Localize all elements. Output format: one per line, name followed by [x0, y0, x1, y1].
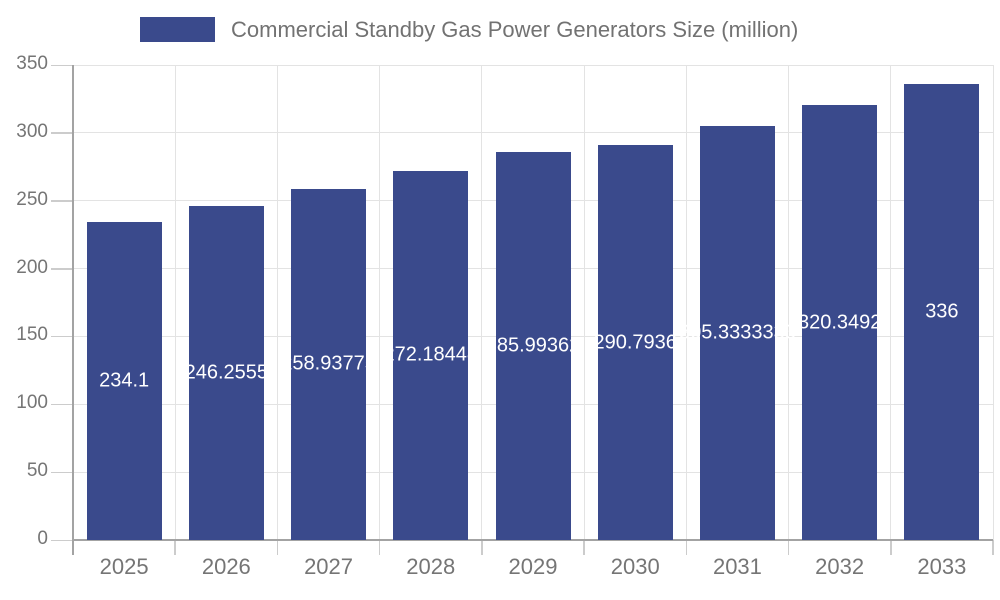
- y-tick-label: 300: [16, 120, 48, 142]
- bar-2029[interactable]: [495, 151, 571, 540]
- bar-value-label: 258.93775: [281, 352, 376, 375]
- x-tick-label: 2028: [406, 554, 456, 579]
- gridline-vertical: [788, 65, 790, 540]
- bar-value-label: 234.1: [99, 369, 150, 392]
- bar-2030[interactable]: [597, 145, 673, 540]
- y-axis-tick: [51, 471, 73, 474]
- x-tick-label: 2033: [917, 554, 967, 579]
- y-axis-tick: [51, 132, 73, 134]
- bar-2025[interactable]: [86, 222, 162, 540]
- x-tick-label: 2032: [815, 554, 865, 579]
- bar-value-label: 336: [925, 300, 959, 323]
- gridline-vertical: [890, 65, 892, 540]
- bar-2026[interactable]: [188, 205, 264, 540]
- x-axis-tick: [378, 540, 381, 555]
- gridline-vertical: [379, 65, 381, 540]
- gridline-horizontal: [73, 132, 993, 134]
- y-tick-label: 350: [16, 53, 48, 74]
- y-tick-label: 150: [16, 324, 48, 346]
- y-tick-label: 200: [16, 256, 48, 278]
- gridline-vertical: [174, 65, 176, 540]
- x-tick-label: 2029: [508, 554, 558, 579]
- y-tick-label: 50: [26, 460, 48, 482]
- y-tick-label: 250: [16, 188, 48, 210]
- x-tick-label: 2031: [712, 554, 762, 579]
- chart-legend[interactable]: Commercial Standby Gas Power Generators …: [140, 17, 798, 42]
- y-axis-tick: [51, 335, 73, 338]
- bar-value-label: 320.3492: [797, 311, 882, 334]
- x-tick-label: 2026: [201, 554, 251, 579]
- bar-value-label: 272.18448: [383, 343, 479, 366]
- gridline-horizontal: [73, 64, 993, 66]
- y-axis-tick: [51, 64, 73, 66]
- bar-2032[interactable]: [802, 105, 878, 540]
- x-axis-tick: [787, 540, 790, 555]
- y-axis-line: [72, 65, 74, 555]
- y-axis-tick: [51, 200, 73, 202]
- bar-value-label: 246.2555: [184, 361, 269, 384]
- bar-value-label: 305.3333333: [679, 321, 796, 344]
- y-axis-tick: [51, 539, 73, 541]
- gridline-vertical: [276, 65, 278, 540]
- y-tick-label: 100: [16, 392, 48, 414]
- bar-value-label: 290.7936: [593, 331, 677, 354]
- bar-2028[interactable]: [393, 170, 469, 540]
- x-axis-tick: [583, 540, 585, 555]
- bar-2031[interactable]: [699, 125, 775, 540]
- x-axis-tick: [276, 540, 279, 555]
- bar-2033[interactable]: [904, 84, 980, 540]
- x-tick-label: 2025: [99, 554, 149, 579]
- x-axis-line: [73, 539, 993, 541]
- bar-2027[interactable]: [291, 188, 367, 540]
- bar-value-label: 285.99362: [485, 334, 581, 357]
- y-tick-label: 0: [37, 528, 48, 549]
- gridline-vertical: [685, 65, 687, 540]
- x-tick-label: 2027: [304, 554, 354, 579]
- gridline-vertical: [481, 65, 483, 540]
- x-axis-tick: [992, 540, 994, 555]
- x-axis-tick: [481, 540, 483, 555]
- gridline-vertical: [583, 65, 585, 540]
- y-axis-tick: [51, 403, 73, 406]
- x-tick-label: 2030: [610, 554, 660, 579]
- x-axis-tick: [890, 540, 892, 555]
- legend-title: Commercial Standby Gas Power Generators …: [231, 17, 799, 42]
- x-axis-tick: [174, 540, 176, 555]
- gridline-vertical: [992, 65, 994, 540]
- legend-swatch: [140, 17, 215, 42]
- x-axis-tick: [685, 540, 688, 555]
- y-axis-tick: [51, 268, 73, 270]
